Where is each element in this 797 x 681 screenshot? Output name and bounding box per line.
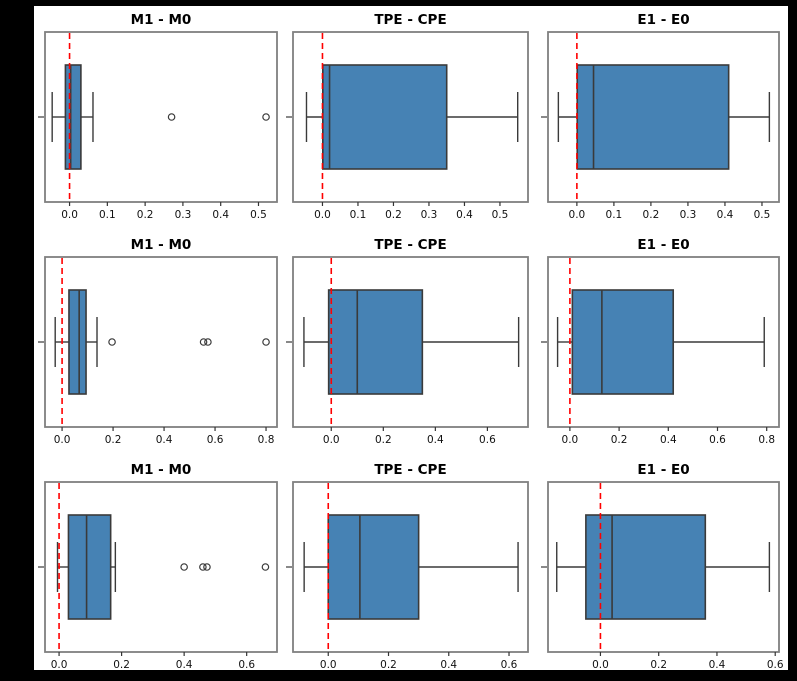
x-tick-label: 0.0: [320, 659, 337, 670]
outlier-point: [199, 563, 207, 571]
x-tick-label: 0.0: [323, 434, 340, 446]
x-tick-label: 0.0: [61, 209, 78, 221]
x-tick-label: 0.6: [207, 434, 224, 446]
subplot-title: TPE - CPE: [374, 12, 446, 28]
outlier-point: [108, 338, 116, 346]
subplot-e1-e0-row1: 0.0 0.1 0.2 0.3 0.4 0.5 E1 - E0: [541, 12, 780, 221]
x-tick-label: 0.5: [250, 209, 267, 221]
x-tick-label: 0.6: [767, 659, 784, 670]
iqr-box: [67, 514, 112, 620]
subplot-e1-e0-row3: 0.0 0.2 0.4 0.6 E1 - E0: [541, 462, 784, 670]
x-tick-label: 0.2: [650, 659, 667, 670]
x-tick-label: 0.2: [137, 209, 154, 221]
x-tick-label: 0.4: [456, 209, 473, 221]
x-tick-label: 0.4: [212, 209, 229, 221]
x-tick-label: 0.4: [156, 434, 173, 446]
boxplot-grid-svg: 0.0 0.1 0.2 0.3 0.4 0.5 M1 - M0 0.0 0.1 0.2 0.3 0.4…: [38, 12, 784, 670]
x-tick-label: 0.0: [54, 434, 71, 446]
figure-canvas: 0.0 0.1 0.2 0.3 0.4 0.5 M1 - M0 0.0 0.1 0.2 0.3 0.4…: [34, 6, 788, 670]
x-tick-label: 0.5: [492, 209, 509, 221]
x-tick-label: 0.6: [501, 659, 518, 670]
x-tick-label: 0.2: [105, 434, 122, 446]
subplot-tpe-cpe-row3: 0.0 0.2 0.4 0.6 TPE - CPE: [286, 462, 529, 670]
x-tick-label: 0.6: [709, 434, 726, 446]
x-tick-label: 0.0: [51, 659, 68, 670]
subplot-title: TPE - CPE: [374, 237, 446, 253]
x-tick-label: 0.1: [99, 209, 116, 221]
x-tick-label: 0.1: [350, 209, 367, 221]
subplot-title: M1 - M0: [131, 462, 192, 478]
x-tick-label: 0.1: [606, 209, 623, 221]
x-tick-label: 0.3: [175, 209, 192, 221]
outlier-point: [262, 338, 270, 346]
subplot-tpe-cpe-row2: 0.0 0.2 0.4 0.6 TPE - CPE: [286, 237, 529, 446]
outlier-point: [199, 338, 208, 346]
x-tick-label: 0.2: [643, 209, 660, 221]
outlier-point: [203, 563, 211, 571]
subplot-title: E1 - E0: [637, 237, 689, 253]
outlier-point: [167, 113, 176, 121]
iqr-box: [322, 64, 448, 170]
subplot-tpe-cpe-row1: 0.0 0.1 0.2 0.3 0.4 0.5 TPE - CPE: [286, 12, 529, 221]
subplot-title: E1 - E0: [637, 462, 689, 478]
subplot-title: TPE - CPE: [374, 462, 446, 478]
outlier-point: [180, 563, 188, 571]
subplot-m1-m0-row3: 0.0 0.2 0.4 0.6 M1 - M0: [38, 462, 278, 670]
iqr-box: [585, 514, 707, 620]
iqr-box: [571, 289, 675, 395]
subplot-m1-m0-row2: 0.0 0.2 0.4 0.6 0.8 M1 - M0: [38, 237, 278, 446]
x-tick-label: 0.4: [717, 209, 734, 221]
outlier-point: [262, 113, 270, 121]
x-tick-label: 0.2: [113, 659, 130, 670]
x-tick-label: 0.2: [611, 434, 628, 446]
x-tick-label: 0.0: [569, 209, 586, 221]
subplot-m1-m0-row1: 0.0 0.1 0.2 0.3 0.4 0.5 M1 - M0: [38, 12, 278, 221]
x-tick-label: 0.2: [375, 434, 392, 446]
x-tick-label: 0.4: [440, 659, 457, 670]
x-tick-label: 0.3: [421, 209, 438, 221]
x-tick-label: 0.4: [660, 434, 677, 446]
outlier-point: [204, 338, 212, 346]
subplot-title: M1 - M0: [131, 12, 192, 28]
subplot-e1-e0-row2: 0.0 0.2 0.4 0.6 0.8 E1 - E0: [541, 237, 780, 446]
x-tick-label: 0.4: [427, 434, 444, 446]
outlier-point: [261, 563, 270, 571]
iqr-box: [64, 64, 82, 170]
x-tick-label: 0.2: [385, 209, 402, 221]
x-tick-label: 0.5: [754, 209, 771, 221]
x-tick-label: 0.0: [314, 209, 331, 221]
x-tick-label: 0.6: [238, 659, 255, 670]
iqr-box: [576, 64, 730, 170]
x-tick-label: 0.3: [680, 209, 697, 221]
iqr-box: [327, 514, 420, 620]
x-tick-label: 0.4: [709, 659, 726, 670]
x-tick-label: 0.0: [592, 659, 609, 670]
subplot-title: E1 - E0: [637, 12, 689, 28]
x-tick-label: 0.0: [562, 434, 579, 446]
x-tick-label: 0.4: [176, 659, 193, 670]
x-tick-label: 0.8: [258, 434, 275, 446]
subplot-title: M1 - M0: [131, 237, 192, 253]
x-tick-label: 0.6: [479, 434, 496, 446]
iqr-box: [327, 289, 424, 395]
iqr-box: [68, 289, 87, 395]
x-tick-label: 0.2: [380, 659, 397, 670]
x-tick-label: 0.8: [758, 434, 775, 446]
